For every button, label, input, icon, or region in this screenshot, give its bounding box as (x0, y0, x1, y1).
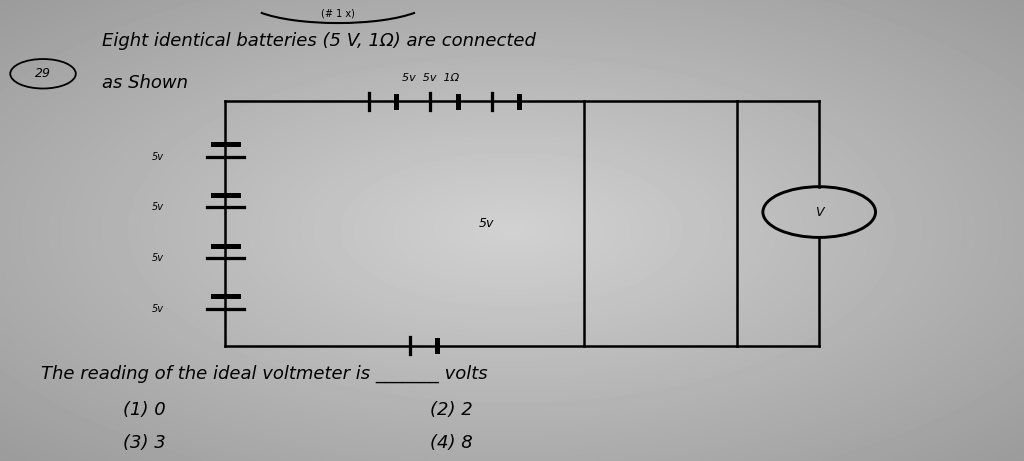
Text: 29: 29 (35, 67, 51, 80)
Text: 5v: 5v (152, 304, 164, 314)
Text: as Shown: as Shown (102, 74, 188, 92)
Text: Eight identical batteries (5 V, 1Ω) are connected: Eight identical batteries (5 V, 1Ω) are … (102, 32, 537, 51)
Text: The reading of the ideal voltmeter is _______ volts: The reading of the ideal voltmeter is __… (41, 364, 487, 383)
Text: (3) 3: (3) 3 (123, 433, 166, 452)
Text: (# 1 x): (# 1 x) (321, 9, 355, 19)
Text: (4) 8: (4) 8 (430, 433, 473, 452)
Text: (2) 2: (2) 2 (430, 401, 473, 420)
Text: 5v  5v  1Ω: 5v 5v 1Ω (401, 73, 459, 83)
Text: V: V (815, 206, 823, 219)
Text: 5v: 5v (152, 253, 164, 263)
Text: 5v: 5v (478, 217, 495, 230)
Text: 5v: 5v (152, 202, 164, 213)
Text: (1) 0: (1) 0 (123, 401, 166, 420)
Text: 5v: 5v (152, 152, 164, 162)
